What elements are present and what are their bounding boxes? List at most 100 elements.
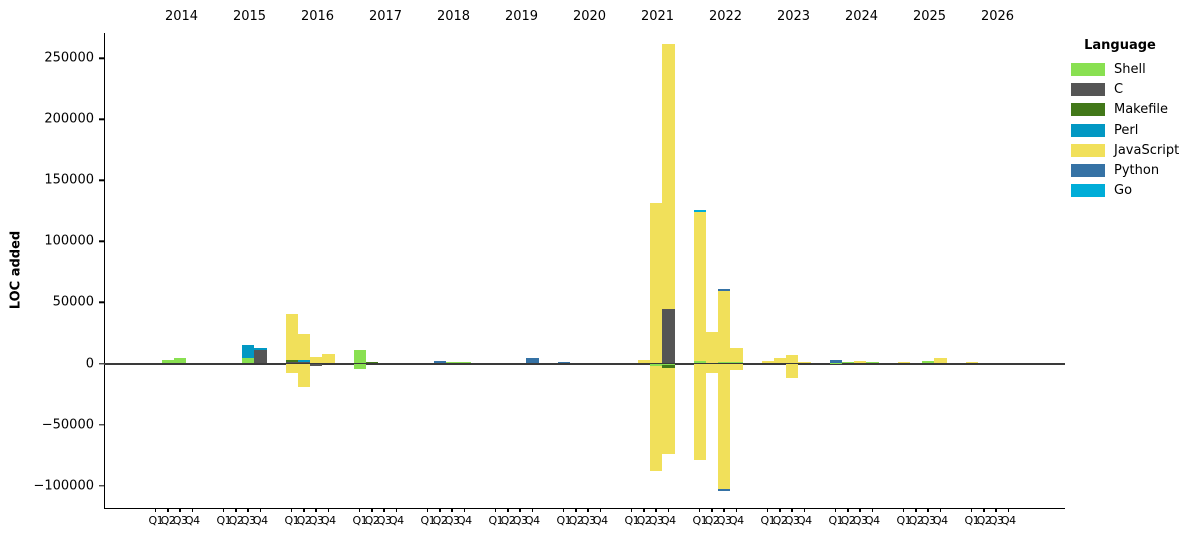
bar-segment-go xyxy=(693,209,707,213)
bar-segment-c xyxy=(309,363,323,367)
bar-segment-javascript xyxy=(693,212,707,361)
y-tick-label: 250000 xyxy=(44,50,94,66)
bar-segment-javascript xyxy=(649,202,663,364)
x-tick-label: Q2 xyxy=(636,514,652,527)
bar-segment-shell xyxy=(353,363,367,369)
x-tick-mark xyxy=(983,508,985,512)
bar-segment-javascript xyxy=(933,358,947,364)
year-tick-label: 2026 xyxy=(980,9,1015,24)
x-tick-label: Q2 xyxy=(772,514,788,527)
bar-segment-shell xyxy=(865,362,879,364)
x-tick-mark xyxy=(247,508,249,512)
x-tick-label: Q4 xyxy=(456,514,472,527)
x-tick-label: Q3 xyxy=(240,514,256,527)
bar-segment-shell xyxy=(457,362,471,364)
bar-segment-javascript xyxy=(285,313,299,360)
x-tick-mark xyxy=(575,508,577,512)
bar-segment-javascript xyxy=(729,363,743,371)
x-tick-label: Q4 xyxy=(524,514,540,527)
bar-segment-shell xyxy=(173,358,187,364)
x-tick-mark xyxy=(699,508,701,512)
x-tick-mark xyxy=(791,508,793,512)
x-tick-mark xyxy=(427,508,429,512)
x-tick-mark xyxy=(395,508,397,512)
legend-entry: Shell xyxy=(1071,59,1191,79)
bar-segment-python xyxy=(717,488,731,492)
legend-entry: C xyxy=(1071,79,1191,99)
bar-segment-perl xyxy=(253,348,267,351)
bar-segment-makefile xyxy=(285,359,299,362)
legend-label: C xyxy=(1114,81,1124,97)
bar-segment-shell xyxy=(353,350,367,364)
bar-segment-shell xyxy=(161,360,175,364)
bar-segment-javascript xyxy=(717,291,731,362)
x-tick-mark xyxy=(191,508,193,512)
bar-segment-shell xyxy=(661,363,675,366)
y-tick-mark xyxy=(99,118,104,120)
x-tick-label: Q2 xyxy=(296,514,312,527)
x-tick-label: Q2 xyxy=(228,514,244,527)
bar-segment-shell xyxy=(729,361,743,364)
legend-swatch-python xyxy=(1071,164,1105,178)
x-tick-label: Q2 xyxy=(976,514,992,527)
x-tick-mark xyxy=(495,508,497,512)
x-tick-mark xyxy=(315,508,317,512)
legend-entry: Python xyxy=(1071,160,1191,180)
legend-swatch-shell xyxy=(1071,62,1105,76)
bar-segment-perl xyxy=(241,344,255,358)
x-tick-mark xyxy=(711,508,713,512)
bar-segment-shell xyxy=(693,360,707,364)
x-tick-mark xyxy=(1007,508,1009,512)
x-tick-mark xyxy=(155,508,157,512)
bar-segment-shell xyxy=(649,363,663,366)
x-tick-mark xyxy=(303,508,305,512)
year-tick-label: 2016 xyxy=(300,9,335,24)
year-tick-label: 2014 xyxy=(164,9,199,24)
y-tick-label: 50000 xyxy=(52,294,94,310)
bar-segment-javascript xyxy=(309,356,323,364)
y-tick-mark xyxy=(99,179,104,181)
bar-segment-javascript xyxy=(797,362,811,364)
x-tick-mark xyxy=(371,508,373,512)
x-tick-mark xyxy=(667,508,669,512)
legend-swatch-javascript xyxy=(1071,143,1105,157)
bar-segment-shell xyxy=(841,362,855,364)
x-tick-mark xyxy=(259,508,261,512)
year-tick-label: 2021 xyxy=(640,9,675,24)
y-tick-mark xyxy=(99,240,104,243)
y-tick-label: 100000 xyxy=(44,233,94,249)
bar-segment-makefile xyxy=(661,365,675,368)
left-axis-spine xyxy=(104,33,106,508)
x-tick-label: Q3 xyxy=(716,514,732,527)
x-tick-label: Q1 xyxy=(420,514,436,527)
y-tick-label: −100000 xyxy=(33,478,94,494)
x-tick-mark xyxy=(167,508,169,512)
x-tick-mark xyxy=(803,508,805,512)
bar-segment-javascript xyxy=(297,333,311,360)
x-tick-mark xyxy=(915,508,917,512)
x-tick-mark xyxy=(859,508,861,512)
x-tick-mark xyxy=(223,508,225,512)
bar-segment-javascript xyxy=(853,360,867,364)
legend-entry: Perl xyxy=(1071,120,1191,140)
y-tick-label: 200000 xyxy=(44,111,94,127)
x-tick-mark xyxy=(327,508,329,512)
bar-segment-javascript xyxy=(897,361,911,364)
bar-segment-javascript xyxy=(717,363,731,489)
x-tick-mark xyxy=(631,508,633,512)
bar-segment-shell xyxy=(445,362,459,364)
year-tick-label: 2024 xyxy=(844,9,879,24)
x-tick-label: Q4 xyxy=(932,514,948,527)
bar-segment-javascript xyxy=(785,363,799,379)
x-tick-mark xyxy=(655,508,657,512)
bar-segment-javascript xyxy=(661,367,675,455)
legend: Language Shell C Makefile Perl JavaScript Pyt… xyxy=(1071,38,1191,201)
x-tick-label: Q1 xyxy=(352,514,368,527)
bar-segment-javascript xyxy=(761,360,775,364)
x-tick-label: Q1 xyxy=(760,514,776,527)
x-tick-mark xyxy=(531,508,533,512)
y-tick-mark xyxy=(99,57,104,59)
x-tick-mark xyxy=(235,508,237,512)
legend-label: Makefile xyxy=(1114,102,1169,118)
x-tick-label: Q1 xyxy=(692,514,708,527)
